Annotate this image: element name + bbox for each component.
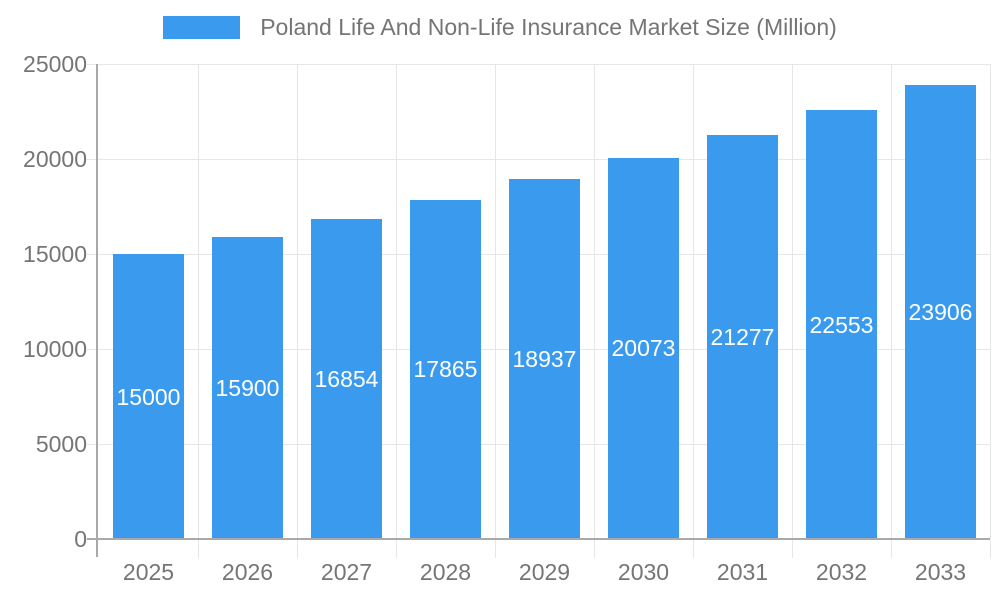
gridline-vertical	[494, 64, 496, 539]
bar[interactable]	[410, 199, 481, 538]
x-axis-tick	[197, 540, 199, 558]
gridline-vertical	[692, 64, 694, 539]
gridline-horizontal	[87, 63, 990, 65]
x-axis-tick-label: 2028	[419, 559, 472, 585]
bar-value-label: 17865	[413, 356, 478, 383]
bar-value-label: 15000	[116, 383, 181, 410]
x-axis-tick-label: 2030	[617, 559, 670, 585]
bar[interactable]	[707, 134, 778, 538]
chart-legend[interactable]: Poland Life And Non-Life Insurance Marke…	[0, 14, 1000, 41]
gridline-vertical	[989, 64, 991, 539]
y-axis-line	[96, 64, 98, 557]
x-axis-line	[87, 538, 990, 540]
bar[interactable]	[212, 236, 283, 538]
x-axis-tick-label: 2029	[518, 559, 571, 585]
bar-value-label: 20073	[611, 335, 676, 362]
gridline-vertical	[197, 64, 199, 539]
bar-value-label: 23906	[908, 298, 973, 325]
y-axis-tick-label: 5000	[35, 431, 87, 457]
bar-value-label: 15900	[215, 374, 280, 401]
y-axis-tick-label: 20000	[23, 146, 87, 172]
x-axis-tick-label: 2027	[320, 559, 373, 585]
bar[interactable]	[509, 179, 580, 538]
x-axis-tick	[296, 540, 298, 558]
gridline-horizontal	[87, 158, 990, 160]
x-axis-tick-label: 2025	[122, 559, 175, 585]
x-axis-tick-label: 2026	[221, 559, 274, 585]
x-axis-tick	[791, 540, 793, 558]
x-axis-tick-label: 2031	[716, 559, 769, 585]
bar[interactable]	[608, 157, 679, 538]
legend-swatch	[163, 16, 241, 39]
legend-label: Poland Life And Non-Life Insurance Marke…	[260, 14, 837, 40]
y-axis-tick-label: 15000	[23, 241, 87, 267]
gridline-vertical	[890, 64, 892, 539]
x-axis-tick-label: 2033	[914, 559, 967, 585]
y-axis-tick-label: 25000	[23, 51, 87, 77]
y-axis-tick-label: 10000	[23, 336, 87, 362]
x-axis-tick	[593, 540, 595, 558]
x-axis-tick	[989, 540, 991, 558]
bar-value-label: 21277	[710, 323, 775, 350]
gridline-vertical	[791, 64, 793, 539]
gridline-vertical	[296, 64, 298, 539]
gridline-vertical	[593, 64, 595, 539]
y-axis-tick-label: 0	[74, 526, 87, 552]
x-axis-tick	[692, 540, 694, 558]
bar[interactable]	[311, 218, 382, 538]
bar-value-label: 18937	[512, 346, 577, 373]
x-axis-tick-label: 2032	[815, 559, 868, 585]
bar[interactable]	[113, 254, 184, 538]
bar[interactable]	[806, 110, 877, 538]
x-axis-tick	[494, 540, 496, 558]
gridline-vertical	[395, 64, 397, 539]
bar-value-label: 16854	[314, 365, 379, 392]
x-axis-tick	[395, 540, 397, 558]
bar-value-label: 22553	[809, 311, 874, 338]
bar[interactable]	[905, 84, 976, 538]
x-axis-tick	[890, 540, 892, 558]
